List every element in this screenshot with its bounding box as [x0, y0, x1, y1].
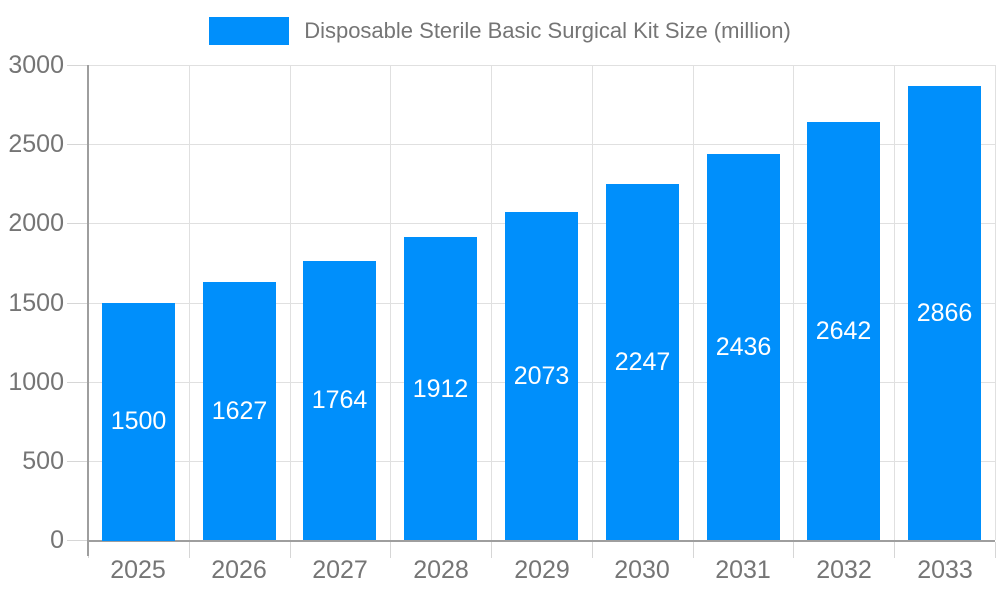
- bar-2025[interactable]: [102, 303, 175, 541]
- bar-value-label: 2073: [513, 362, 570, 390]
- bar-value-label: 2866: [916, 299, 973, 327]
- bar-2032[interactable]: [807, 122, 880, 540]
- bar-value-label: 1500: [110, 407, 167, 435]
- y-axis-label: 1500: [8, 289, 64, 317]
- bar-2028[interactable]: [404, 237, 477, 540]
- bar-value-label: 2247: [614, 348, 671, 376]
- bar-2026[interactable]: [203, 282, 276, 540]
- bar-2033[interactable]: [908, 86, 981, 540]
- bar-2029[interactable]: [505, 212, 578, 540]
- x-gridline: [693, 65, 694, 540]
- y-axis-label: 3000: [8, 51, 64, 79]
- bar-value-label: 1764: [311, 386, 368, 414]
- y-axis-tick: [67, 223, 88, 224]
- bar-value-label: 1912: [412, 375, 469, 403]
- x-axis-tick: [290, 542, 291, 558]
- x-axis-label: 2025: [110, 556, 166, 584]
- x-gridline: [290, 65, 291, 540]
- x-axis-label: 2027: [312, 556, 368, 584]
- x-axis-tick: [390, 542, 391, 558]
- y-axis-tick: [67, 461, 88, 462]
- x-gridline: [793, 65, 794, 540]
- x-axis-tick: [491, 542, 492, 558]
- x-axis-label: 2031: [715, 556, 771, 584]
- y-axis-line: [87, 65, 89, 556]
- bar-value-label: 2642: [815, 317, 872, 345]
- y-axis-label: 500: [22, 447, 64, 475]
- x-axis-label: 2032: [816, 556, 872, 584]
- x-gridline: [995, 65, 996, 540]
- bar-2027[interactable]: [303, 261, 376, 540]
- x-axis-tick: [592, 542, 593, 558]
- bar-2030[interactable]: [606, 184, 679, 540]
- chart-legend[interactable]: Disposable Sterile Basic Surgical Kit Si…: [0, 16, 1000, 46]
- y-axis-tick: [67, 540, 88, 541]
- x-axis-label: 2028: [413, 556, 469, 584]
- x-axis-label: 2030: [614, 556, 670, 584]
- y-axis-label: 2000: [8, 209, 64, 237]
- y-axis-tick: [67, 144, 88, 145]
- x-gridline: [491, 65, 492, 540]
- x-axis-tick: [693, 542, 694, 558]
- x-axis-label: 2026: [211, 556, 267, 584]
- bar-value-label: 1627: [211, 397, 268, 425]
- y-gridline: [88, 144, 995, 145]
- y-axis-tick: [67, 382, 88, 383]
- y-axis-label: 2500: [8, 130, 64, 158]
- x-axis-label: 2029: [514, 556, 570, 584]
- y-axis-label: 1000: [8, 368, 64, 396]
- x-axis-tick: [995, 542, 996, 558]
- x-axis-tick: [894, 542, 895, 558]
- y-gridline: [88, 65, 995, 66]
- x-gridline: [189, 65, 190, 540]
- x-gridline: [894, 65, 895, 540]
- y-axis-tick: [67, 65, 88, 66]
- bar-2031[interactable]: [707, 154, 780, 540]
- bar-value-label: 2436: [715, 333, 772, 361]
- x-axis-label: 2033: [917, 556, 973, 584]
- x-axis-line: [88, 540, 995, 542]
- y-axis-tick: [67, 303, 88, 304]
- y-axis-label: 0: [50, 526, 64, 554]
- x-axis-tick: [189, 542, 190, 558]
- x-gridline: [390, 65, 391, 540]
- x-axis-tick: [793, 542, 794, 558]
- legend-swatch-icon: [209, 17, 290, 45]
- legend-label: Disposable Sterile Basic Surgical Kit Si…: [304, 18, 791, 43]
- x-gridline: [592, 65, 593, 540]
